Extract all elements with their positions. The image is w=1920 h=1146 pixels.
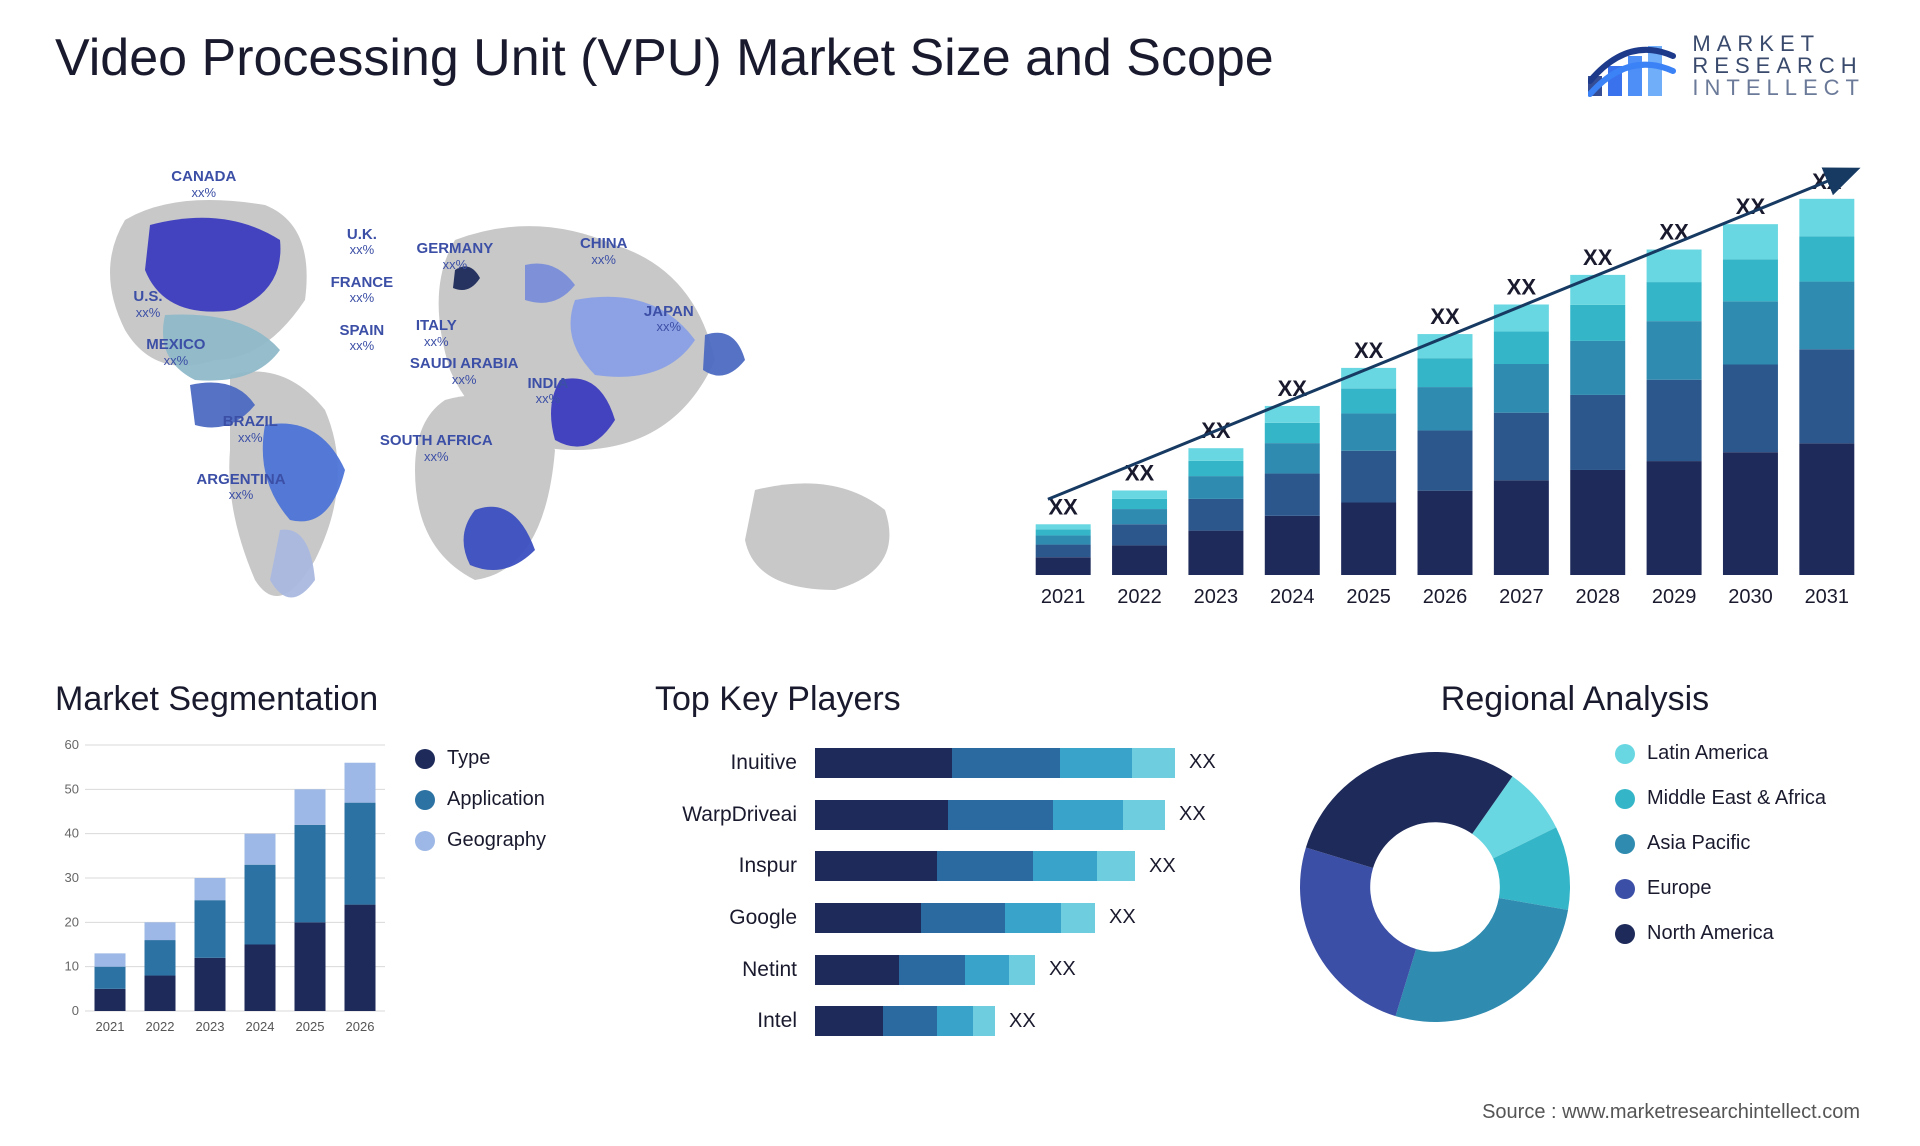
market-size-bar-chart: XX2021XX2022XX2023XX2024XX2025XX2026XX20… xyxy=(1025,150,1865,630)
map-label-brazil: BRAZILxx% xyxy=(223,414,278,445)
donut-legend-item: Europe xyxy=(1615,877,1826,900)
logo-icon xyxy=(1588,26,1678,106)
svg-text:2027: 2027 xyxy=(1499,586,1544,608)
map-label-india: INDIAxx% xyxy=(527,376,568,407)
svg-text:2022: 2022 xyxy=(146,1019,175,1034)
map-label-saudi-arabia: SAUDI ARABIAxx% xyxy=(410,356,519,387)
regional-donut-chart xyxy=(1285,737,1585,1037)
donut-legend-item: Middle East & Africa xyxy=(1615,787,1826,810)
seg-legend-item: Type xyxy=(415,747,546,770)
player-value: XX xyxy=(1189,751,1216,774)
svg-text:2025: 2025 xyxy=(296,1019,325,1034)
player-bar-row: XX xyxy=(815,789,1285,841)
svg-text:2030: 2030 xyxy=(1728,586,1773,608)
segmentation-legend: Type Application Geography xyxy=(415,737,546,1047)
player-value: XX xyxy=(1179,803,1206,826)
player-label: Inspur xyxy=(655,840,797,892)
svg-text:XX: XX xyxy=(1583,245,1613,270)
player-value: XX xyxy=(1049,958,1076,981)
svg-text:30: 30 xyxy=(65,870,79,885)
player-label: WarpDriveai xyxy=(655,789,797,841)
svg-text:60: 60 xyxy=(65,737,79,752)
player-label: Google xyxy=(655,892,797,944)
segmentation-chart: 0 10 20 30 40 50 60 2021 2022 2023 2024 2025 2026 xyxy=(55,737,385,1037)
top-key-players-panel: Top Key Players InuitiveWarpDriveaiInspu… xyxy=(615,680,1285,1080)
map-label-mexico: MEXICOxx% xyxy=(146,337,205,368)
player-bar-row: XX xyxy=(815,892,1285,944)
svg-text:2024: 2024 xyxy=(246,1019,275,1034)
segmentation-title: Market Segmentation xyxy=(55,680,615,719)
seg-legend-item: Geography xyxy=(415,829,546,852)
svg-text:2031: 2031 xyxy=(1805,586,1850,608)
map-label-germany: GERMANYxx% xyxy=(417,241,494,272)
svg-text:10: 10 xyxy=(65,959,79,974)
seg-legend-item: Application xyxy=(415,788,546,811)
player-label: Intel xyxy=(655,995,797,1047)
svg-text:50: 50 xyxy=(65,781,79,796)
svg-text:2021: 2021 xyxy=(96,1019,125,1034)
map-label-u-k-: U.K.xx% xyxy=(347,227,377,258)
svg-text:XX: XX xyxy=(1125,460,1155,485)
logo-line3: INTELLECT xyxy=(1692,77,1865,99)
svg-text:XX: XX xyxy=(1278,376,1308,401)
logo-line2: RESEARCH xyxy=(1692,55,1865,77)
map-label-argentina: ARGENTINAxx% xyxy=(196,472,285,503)
page-title: Video Processing Unit (VPU) Market Size … xyxy=(55,30,1274,87)
map-label-france: FRANCExx% xyxy=(331,275,394,306)
map-label-u-s-: U.S.xx% xyxy=(133,289,162,320)
svg-text:XX: XX xyxy=(1354,338,1384,363)
map-label-japan: JAPANxx% xyxy=(644,304,694,335)
donut-legend-item: Asia Pacific xyxy=(1615,832,1826,855)
player-label: Netint xyxy=(655,944,797,996)
svg-text:2023: 2023 xyxy=(196,1019,225,1034)
svg-text:XX: XX xyxy=(1507,274,1537,299)
map-label-italy: ITALYxx% xyxy=(416,318,457,349)
donut-title: Regional Analysis xyxy=(1285,680,1865,719)
donut-legend: Latin America Middle East & Africa Asia Pa… xyxy=(1615,737,1826,945)
market-segmentation-panel: Market Segmentation 0 10 20 30 40 50 60 2021 202… xyxy=(55,680,615,1080)
players-title: Top Key Players xyxy=(655,680,1285,719)
svg-text:0: 0 xyxy=(72,1003,79,1018)
svg-text:20: 20 xyxy=(65,914,79,929)
map-label-canada: CANADAxx% xyxy=(171,169,236,200)
player-value: XX xyxy=(1009,1010,1036,1033)
map-label-china: CHINAxx% xyxy=(580,236,628,267)
player-bar-row: XX xyxy=(815,995,1285,1047)
svg-text:2023: 2023 xyxy=(1194,586,1239,608)
svg-text:XX: XX xyxy=(1430,304,1460,329)
svg-text:2028: 2028 xyxy=(1575,586,1620,608)
player-label: Inuitive xyxy=(655,737,797,789)
svg-text:40: 40 xyxy=(65,826,79,841)
player-bar-row: XX xyxy=(815,737,1285,789)
brand-logo: MARKET RESEARCH INTELLECT xyxy=(1588,26,1865,106)
donut-legend-item: North America xyxy=(1615,922,1826,945)
map-label-spain: SPAINxx% xyxy=(340,323,385,354)
player-value: XX xyxy=(1109,906,1136,929)
donut-legend-item: Latin America xyxy=(1615,742,1826,765)
svg-text:2025: 2025 xyxy=(1346,586,1391,608)
regional-analysis-panel: Regional Analysis Latin America Middle Ea… xyxy=(1285,680,1865,1080)
player-bar-row: XX xyxy=(815,840,1285,892)
logo-line1: MARKET xyxy=(1692,33,1865,55)
svg-text:2021: 2021 xyxy=(1041,586,1086,608)
svg-text:2026: 2026 xyxy=(1423,586,1468,608)
world-map: CANADAxx% U.S.xx% MEXICOxx% BRAZILxx% ARGENT… xyxy=(55,150,985,630)
svg-text:2026: 2026 xyxy=(346,1019,375,1034)
source-label: Source : www.marketresearchintellect.com xyxy=(1482,1101,1860,1124)
player-value: XX xyxy=(1149,855,1176,878)
svg-text:2024: 2024 xyxy=(1270,586,1315,608)
svg-text:2022: 2022 xyxy=(1117,586,1162,608)
map-label-south-africa: SOUTH AFRICAxx% xyxy=(380,433,493,464)
player-bar-row: XX xyxy=(815,944,1285,996)
svg-text:2029: 2029 xyxy=(1652,586,1697,608)
